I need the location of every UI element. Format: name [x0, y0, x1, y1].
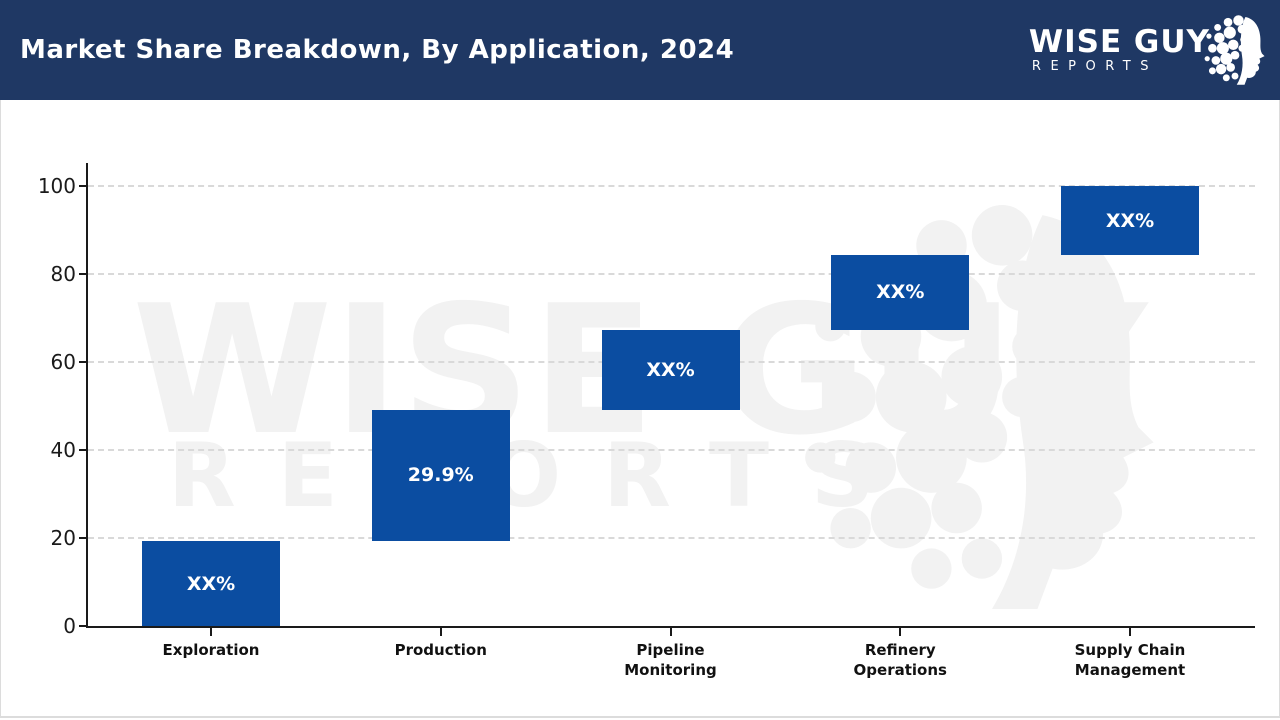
x-category-label: Pipeline Monitoring	[561, 640, 781, 680]
brand-name: WISE GUY	[1028, 24, 1210, 60]
x-axis-spine	[86, 626, 1255, 628]
x-tick	[1129, 628, 1131, 636]
y-tick	[79, 361, 88, 363]
bar-value-label: 29.9%	[407, 464, 474, 487]
x-category-label-line: Pipeline	[636, 641, 705, 659]
y-tick-label: 40	[50, 438, 76, 462]
x-tick	[210, 628, 212, 636]
bar-2	[371, 409, 510, 542]
x-category-label: Exploration	[101, 640, 321, 660]
bar-3	[601, 329, 740, 410]
x-category-label-line: Refinery	[864, 641, 936, 659]
x-category-label: Refinery Operations	[790, 640, 1010, 680]
y-tick	[79, 449, 88, 451]
bar-1	[142, 541, 280, 626]
y-axis-spine	[86, 163, 88, 628]
gridline-80	[88, 273, 1255, 275]
y-tick	[79, 185, 88, 187]
bar-value-label: XX%	[876, 281, 925, 304]
y-tick	[79, 537, 88, 539]
brand-head-icon	[1204, 15, 1265, 85]
x-tick	[899, 628, 902, 636]
brand-tagline: REPORTS	[1031, 59, 1159, 74]
x-category-label-line: Operations	[853, 661, 947, 679]
watermark: WISE GUY REPORTS	[132, 205, 1154, 609]
brand-logo-text: WISE GUY REPORTS	[1029, 26, 1210, 74]
x-category-label-line: Monitoring	[624, 661, 717, 679]
x-category-label-line: Production	[394, 641, 487, 659]
watermark-brand-tagline: REPORTS	[168, 424, 916, 527]
bar-value-label: XX%	[646, 358, 695, 381]
x-category-label: Supply Chain Management	[1020, 640, 1240, 680]
bar-value-label: XX%	[1105, 209, 1155, 232]
x-tick	[669, 628, 672, 636]
y-tick-label: 100	[37, 174, 76, 198]
brand-logo: WISE GUY REPORTS	[1029, 15, 1280, 85]
x-category-label-line: Exploration	[162, 641, 260, 659]
figure-border-bottom	[0, 716, 1280, 718]
y-tick-label: 0	[63, 614, 76, 638]
gridline-100	[88, 185, 1255, 187]
y-tick-label: 80	[50, 262, 76, 286]
x-category-label-line: Supply Chain	[1074, 641, 1186, 659]
x-tick	[439, 628, 442, 636]
header: Market Share Breakdown, By Application, …	[0, 0, 1280, 100]
gridline-20	[88, 537, 1255, 539]
bar-4	[831, 255, 970, 330]
y-tick	[79, 625, 88, 627]
figure-border-left	[0, 100, 1, 716]
page-title: Market Share Breakdown, By Application, …	[20, 35, 735, 65]
x-category-label: Production	[331, 640, 551, 660]
bar-5	[1061, 186, 1199, 256]
y-tick-label: 60	[50, 350, 76, 374]
x-category-label-line: Management	[1074, 661, 1186, 679]
y-tick-label: 20	[50, 526, 76, 550]
gridline-40	[88, 449, 1255, 451]
y-tick	[79, 273, 88, 275]
bar-value-label: XX%	[186, 572, 236, 595]
